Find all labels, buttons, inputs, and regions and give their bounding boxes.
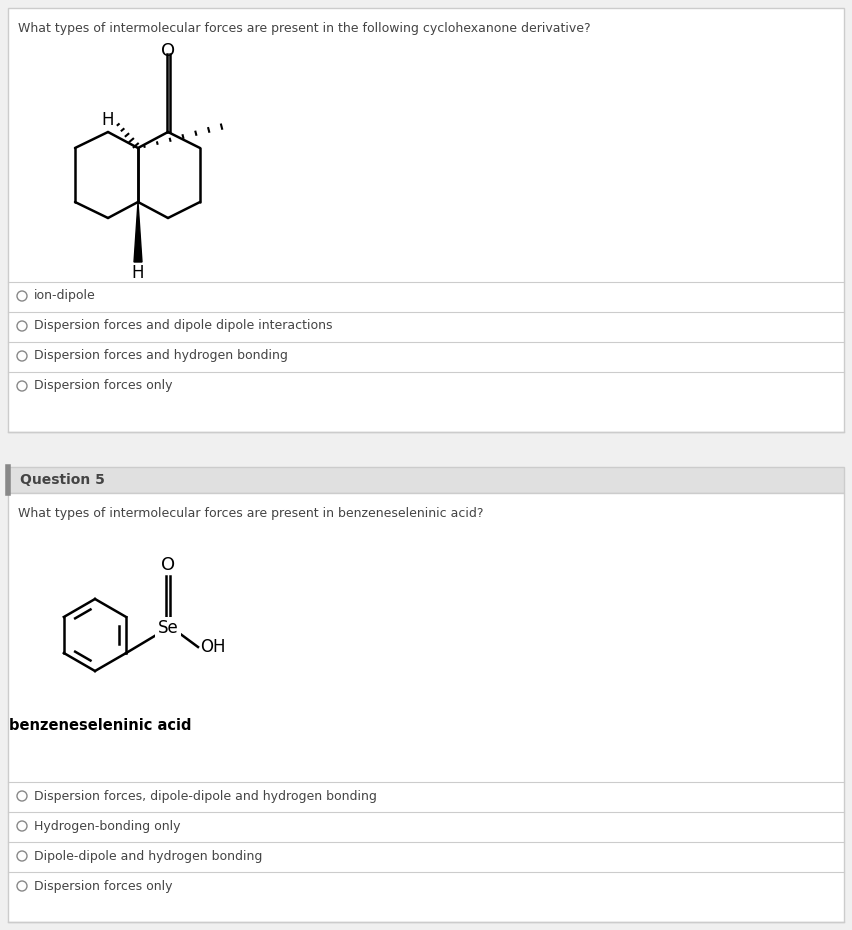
Text: O: O [161,42,175,60]
FancyBboxPatch shape [8,493,844,922]
Text: Se: Se [158,619,178,637]
Text: Dispersion forces, dipole-dipole and hydrogen bonding: Dispersion forces, dipole-dipole and hyd… [34,790,377,803]
Text: Dispersion forces and hydrogen bonding: Dispersion forces and hydrogen bonding [34,350,288,363]
Text: Dispersion forces only: Dispersion forces only [34,880,172,893]
Text: benzeneseleninic acid: benzeneseleninic acid [9,718,191,733]
FancyBboxPatch shape [8,8,844,432]
Text: Dispersion forces only: Dispersion forces only [34,379,172,392]
Text: Dipole-dipole and hydrogen bonding: Dipole-dipole and hydrogen bonding [34,849,262,862]
Text: O: O [161,556,175,574]
Text: What types of intermolecular forces are present in the following cyclohexanone d: What types of intermolecular forces are … [18,22,590,35]
Text: ion-dipole: ion-dipole [34,289,95,302]
Text: What types of intermolecular forces are present in benzeneseleninic acid?: What types of intermolecular forces are … [18,507,483,520]
Text: Question 5: Question 5 [20,473,105,487]
Polygon shape [134,202,142,262]
Text: H: H [132,264,144,282]
Text: Dispersion forces and dipole dipole interactions: Dispersion forces and dipole dipole inte… [34,320,332,333]
Text: OH: OH [200,638,226,656]
Text: H: H [101,111,114,129]
Text: Hydrogen-bonding only: Hydrogen-bonding only [34,819,181,832]
FancyBboxPatch shape [8,467,844,493]
